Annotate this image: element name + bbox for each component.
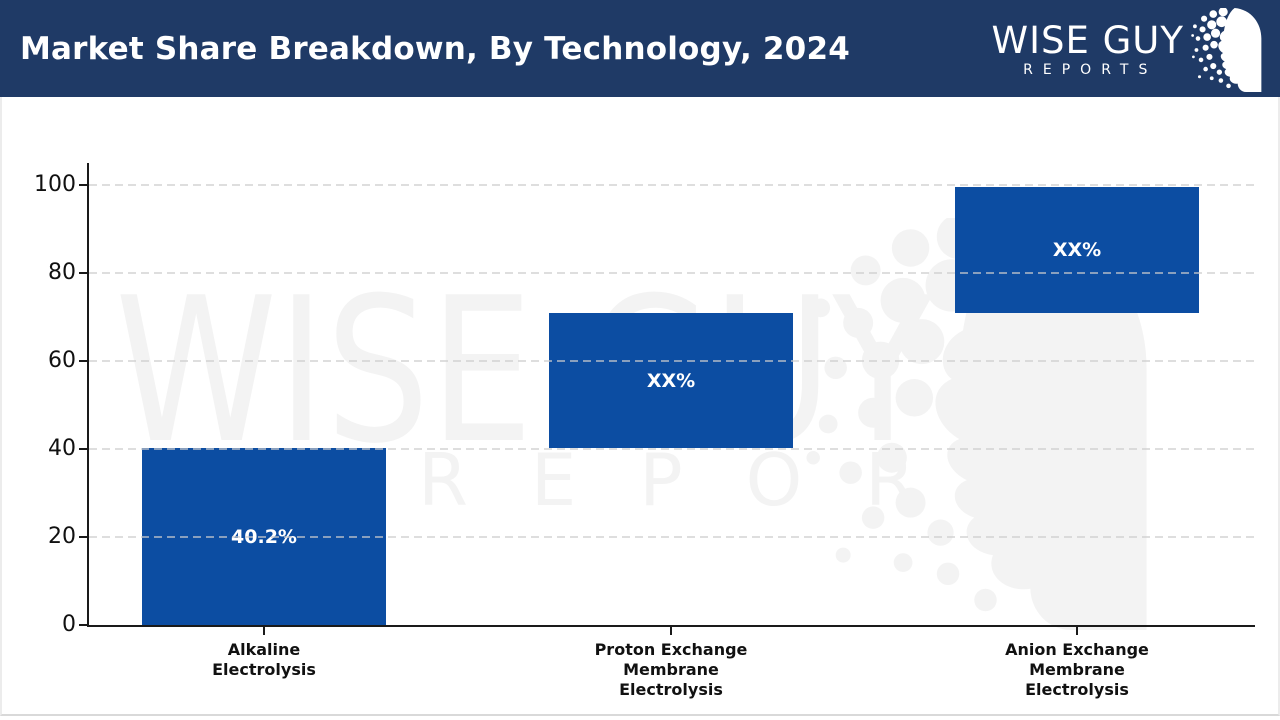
wiseguy-face-logo-icon <box>1191 8 1262 92</box>
bar-value-label: XX% <box>1052 239 1102 262</box>
y-tick-label: 100 <box>34 172 76 197</box>
x-axis-line <box>87 625 1255 627</box>
x-tick-mark <box>1076 627 1078 635</box>
y-tick-label: 40 <box>48 436 76 461</box>
category-label-line: Anion Exchange <box>1005 640 1149 659</box>
y-axis-line <box>87 163 89 627</box>
y-tick-label: 0 <box>62 612 76 637</box>
page-title: Market Share Breakdown, By Technology, 2… <box>20 30 850 67</box>
x-tick-mark <box>670 627 672 635</box>
y-tick-label: 60 <box>48 348 76 373</box>
category-label-line: Electrolysis <box>619 680 723 699</box>
gridline <box>89 448 1256 450</box>
y-tick-mark <box>79 448 87 450</box>
category-label-line: Alkaline <box>227 640 301 659</box>
category-label-line: Membrane <box>623 660 719 679</box>
category-label: Proton Exchange Membrane Electrolysis <box>541 640 801 700</box>
header-bar: Market Share Breakdown, By Technology, 2… <box>0 0 1280 97</box>
y-tick-mark <box>79 624 87 626</box>
logo-wordmark: WISE GUY <box>991 19 1184 62</box>
bar-segment: XX% <box>549 313 793 449</box>
wiseguy-logo-text: WISE GUY REPORTS <box>992 22 1184 78</box>
category-label-line: Proton Exchange <box>594 640 748 659</box>
bar-segment: XX% <box>955 187 1199 314</box>
gridline <box>89 272 1256 274</box>
category-label: Alkaline Electrolysis <box>134 640 394 680</box>
x-tick-mark <box>263 627 265 635</box>
category-label-line: Membrane <box>1029 660 1125 679</box>
y-tick-label: 20 <box>48 524 76 549</box>
watermark-wordmark: WISE GUY <box>115 255 933 488</box>
y-tick-mark <box>79 360 87 362</box>
category-label-line: Electrolysis <box>212 660 316 679</box>
category-label-line: Electrolysis <box>1025 680 1129 699</box>
logo-subtitle: REPORTS <box>1023 62 1158 78</box>
y-tick-mark <box>79 184 87 186</box>
gridline <box>89 360 1256 362</box>
y-tick-label: 80 <box>48 260 76 285</box>
y-tick-mark <box>79 272 87 274</box>
gridline <box>89 536 1256 538</box>
wiseguy-logo: WISE GUY REPORTS <box>992 6 1266 94</box>
gridline <box>89 184 1256 186</box>
y-tick-mark <box>79 536 87 538</box>
category-label: Anion Exchange Membrane Electrolysis <box>947 640 1207 700</box>
bar-value-label: XX% <box>646 369 696 392</box>
